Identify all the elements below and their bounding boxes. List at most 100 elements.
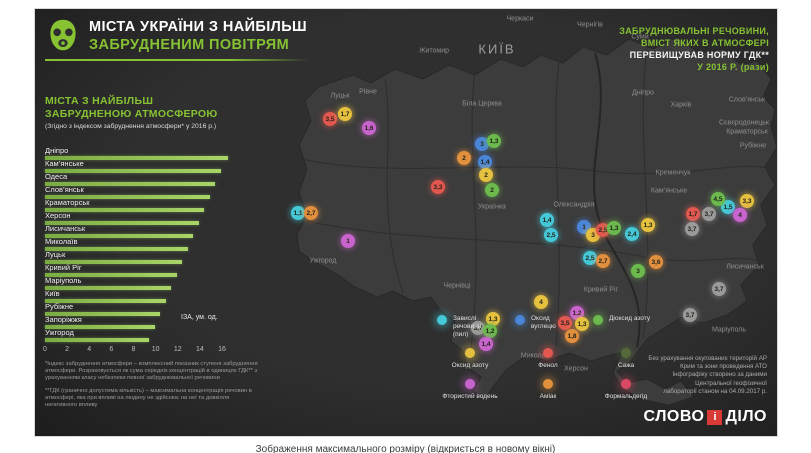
bar-city-label: Кривий Ріг [45,263,82,272]
gas-mask-icon [50,19,76,51]
bar-row: Дніпро [45,147,255,160]
map-city-label: Дніпро [632,89,654,97]
pollution-marker-nh3: 3,6 [649,255,663,269]
bar-row: Маріуполь [45,277,255,290]
pollution-marker-phenol: 2,5 [596,223,610,237]
bar-city-label: Херсон [45,211,71,220]
bar-city-label: Кам’янське [45,159,84,168]
map-city-label: Лисичанськ [726,263,764,271]
source-line: лабораторії станом на 04.09.2017 р. [663,387,767,395]
pollution-marker-dust: 2,5 [544,228,558,242]
legend-label: Аміак [539,393,557,400]
logo-i-badge: і [707,409,723,425]
bar-city-label: Миколаїв [45,237,78,246]
map-city-label: Краматорськ [726,128,768,136]
bar-row: Одеса [45,173,255,186]
x-axis-tick: 12 [173,346,182,353]
legend-row: Оксид азоту Фенол Сажа [437,348,669,370]
hf-legend-dot [465,379,475,389]
right-header-line: У 2016 Р. (рази) [697,62,769,72]
pollution-marker-phenol: 3,5 [323,112,337,126]
bar-row: Київ [45,290,255,303]
legend-item: Фтористий водень [437,379,503,401]
map-city-label: Чернігів [577,21,603,29]
footnote-text: *Індекс забруднення атмосфери – комплекс… [45,361,258,381]
pollution-marker-no2: 2 [485,183,499,197]
x-axis-tick: 4 [87,346,92,353]
pollution-marker-gray: 3,7 [702,207,716,221]
bar-row: Луцьк [45,251,255,264]
logo-word-slovo: СЛОВО [643,408,705,425]
legend-label: Діоксид азоту [609,315,651,322]
bar-city-label: Запоріжжя [45,315,82,324]
bar-city-label: Маріуполь [45,276,82,285]
pollution-marker-no: 3,3 [740,194,754,208]
right-header-line: ЗАБРУДНЮВАЛЬНІ РЕЧОВИНИ, [619,26,769,36]
bar-row: Запоріжжя [45,316,255,329]
x-axis: 0 2 4 6 8 10 12 14 16 [43,346,245,356]
legend-label: Сажа [617,362,635,369]
map-city-label: Маріуполь [711,326,747,334]
map-city-label: Херсон [564,365,588,373]
map-city-label: Рубіжне [739,142,767,150]
bar-row: Лисичанськ [45,225,255,238]
title-underline [45,59,309,61]
bar-row: Слов’янськ [45,186,255,199]
pollution-marker-hf: 1,2 [570,306,584,320]
legend-item: Фенол [515,348,581,370]
map-city-label: Українка [478,203,506,211]
pollution-marker-nh3: 1,8 [565,329,579,343]
legend-item: Оксид вуглецю [515,315,581,331]
infographic-polluted-cities: Черкаси Чернігів Суми Житомир КИЇВ Луцьк Рівне… [34,8,778,437]
bar-city-label: Ужгород [45,328,74,337]
legend-item: Оксид азоту [437,348,503,370]
legend-item: Завислі речовини (пил) [437,315,503,339]
map-city-label: КИЇВ [478,41,516,57]
map-city-label: Черкаси [506,15,534,23]
map-layer: Черкаси Чернігів Суми Житомир КИЇВ Луцьк Рівне… [35,9,777,436]
legend-item: Аміак [515,379,581,401]
x-axis-tick: 0 [43,346,47,353]
bar-value [45,325,155,329]
x-axis-tick: 8 [131,346,136,353]
page-title-line2: ЗАБРУДНЕНИМ ПОВІТРЯМ [89,37,290,53]
x-axis-tick: 16 [218,346,226,353]
map-city-label: Кривий Ріг [583,286,619,294]
full-size-image-link[interactable]: Зображення максимального розміру (відкри… [255,444,556,453]
map-city-label: Ужгород [309,257,337,265]
map-city-label: Слов’янськ [728,96,766,104]
bar-value [45,247,188,251]
no2-legend-dot [593,315,603,325]
bar-value [45,299,166,303]
pollution-marker-no: 1,7 [338,107,352,121]
pollution-marker-gray: 3,7 [471,321,485,335]
x-axis-tick: 10 [151,346,160,353]
map-city-label: Рівне [359,88,377,96]
right-header-line: ВМІСТ ЯКИХ В АТМОСФЕРІ [640,38,769,48]
pollution-marker-dust: 2,5 [583,251,597,265]
bar-value [45,208,205,212]
chart-title: МІСТА З НАЙБІЛЬШ ЗАБРУДНЕНОЮ АТМОСФЕРОЮ [45,95,218,120]
chart-subtitle: (Згідно з індексом забруднення атмосфери… [45,123,217,130]
bar-value [45,260,183,264]
pollution-marker-nh3: 2,7 [596,254,610,268]
bar-value [45,273,177,277]
map-city-label: Миколаїв [520,352,552,360]
bar-city-label: Краматорськ [45,198,90,207]
pollution-marker-no: 1,3 [641,218,655,232]
legend-label: Фтористий водень [442,393,498,400]
pollution-marker-hf: 1,6 [362,121,376,135]
map-city-label: Суми [631,33,649,41]
pollution-marker-no2: 4,5 [711,192,725,206]
pollution-marker-phenol: 3,5 [558,316,572,330]
bar-value [45,234,194,238]
map-city-label: Житомир [418,47,450,55]
oblast-borders [300,46,772,356]
dust-legend-dot [437,315,447,325]
bar-row: Краматорськ [45,199,255,212]
footnotes: *Індекс забруднення атмосфери – комплекс… [45,361,259,415]
pollution-marker-no2: 1,3 [487,134,501,148]
x-axis-tick: 6 [109,346,114,353]
map-city-label: Чернівці [443,282,471,290]
phenol-legend-dot [543,348,553,358]
